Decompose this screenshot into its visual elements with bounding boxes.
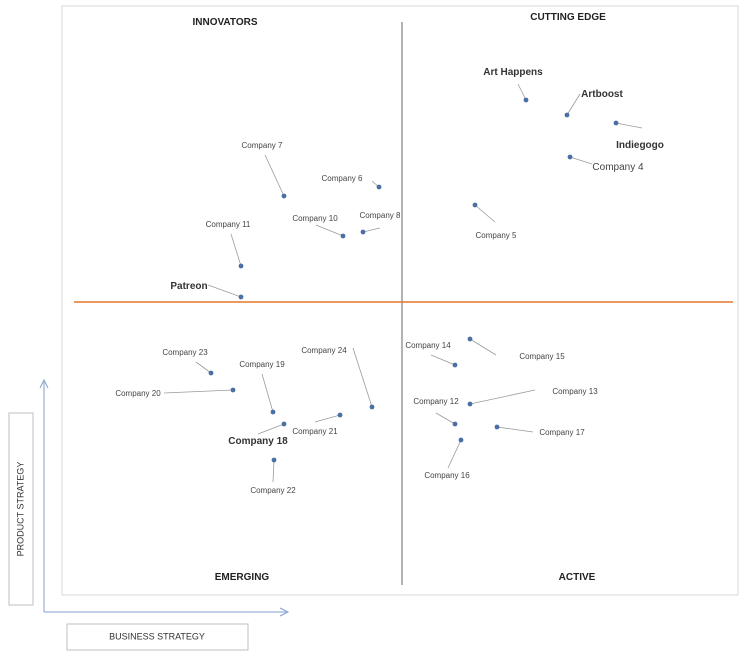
label-indiegogo: Indiegogo	[616, 140, 664, 151]
label-company-20: Company 20	[115, 389, 161, 398]
label-company-8: Company 8	[360, 211, 401, 220]
leader-line-company-19	[261, 373, 274, 413]
leader-line-company-22	[272, 459, 275, 483]
leader-line-company-24	[352, 347, 373, 408]
label-company-6: Company 6	[322, 174, 363, 183]
label-company-23: Company 23	[162, 348, 208, 357]
point-company-15	[467, 336, 473, 342]
x-axis-arrowhead	[279, 607, 290, 617]
label-company-13: Company 13	[552, 387, 598, 396]
y-axis-title: PRODUCT STRATEGY	[15, 462, 25, 557]
leader-line-patreon	[207, 284, 242, 298]
quadrant-label-cutting-edge: CUTTING EDGE	[530, 12, 606, 23]
leader-line-company-16	[447, 439, 462, 469]
leader-line-company-8	[362, 227, 381, 233]
leader-line-company-18	[257, 423, 285, 435]
label-company-21: Company 21	[292, 427, 338, 436]
label-company-11: Company 11	[206, 220, 251, 229]
point-company-20	[230, 387, 236, 393]
point-company-24	[369, 404, 375, 410]
leader-line-company-20	[163, 389, 234, 394]
x-axis-title: BUSINESS STRATEGY	[109, 631, 205, 641]
y-axis-title-box	[8, 412, 34, 606]
label-company-4: Company 4	[592, 162, 644, 173]
leader-line-company-23	[195, 361, 212, 374]
leader-line-company-17	[496, 426, 534, 433]
leader-line-company-5	[474, 204, 496, 223]
point-patreon	[238, 294, 244, 300]
label-artboost: Artboost	[581, 89, 623, 100]
label-company-14: Company 14	[405, 341, 451, 350]
label-company-15: Company 15	[519, 352, 565, 361]
leader-line-company-11	[230, 233, 242, 267]
leader-line-company-13	[469, 389, 536, 405]
leader-line-artboost	[566, 93, 581, 116]
plot-frame	[61, 5, 739, 596]
point-company-18	[281, 421, 287, 427]
quadrant-label-emerging: EMERGING	[215, 572, 270, 583]
leader-line-company-14	[430, 354, 456, 366]
point-company-13	[467, 401, 473, 407]
leader-line-company-4	[569, 156, 593, 165]
quadrant-label-active: ACTIVE	[559, 572, 596, 583]
point-company-7	[281, 193, 287, 199]
leader-line-company-7	[264, 154, 285, 197]
point-company-5	[472, 202, 478, 208]
y-axis-arrowhead	[39, 378, 49, 389]
point-artboost	[564, 112, 570, 118]
leader-line-company-15	[469, 338, 497, 356]
label-company-24: Company 24	[301, 346, 347, 355]
label-company-10: Company 10	[292, 214, 338, 223]
point-company-21	[337, 412, 343, 418]
label-company-12: Company 12	[413, 397, 459, 406]
axis-arrows	[39, 378, 290, 617]
leader-line-company-10	[315, 224, 344, 237]
point-indiegogo	[613, 120, 619, 126]
point-company-10	[340, 233, 346, 239]
point-company-14	[452, 362, 458, 368]
point-company-16	[458, 437, 464, 443]
label-patreon: Patreon	[170, 281, 207, 292]
point-company-17	[494, 424, 500, 430]
point-company-6	[376, 184, 382, 190]
point-company-22	[271, 457, 277, 463]
leader-line-company-12	[435, 412, 456, 425]
label-company-19: Company 19	[239, 360, 285, 369]
label-company-18: Company 18	[228, 436, 288, 447]
company-points: Art Happens Artboost Indiegogo Company 4 Com…	[115, 67, 664, 495]
leader-line-indiegogo	[615, 122, 643, 129]
point-company-11	[238, 263, 244, 269]
point-company-12	[452, 421, 458, 427]
label-art-happens: Art Happens	[483, 67, 543, 78]
point-company-19	[270, 409, 276, 415]
leader-line-art-happens	[517, 83, 527, 101]
label-company-7: Company 7	[242, 141, 283, 150]
label-company-22: Company 22	[250, 486, 296, 495]
label-company-17: Company 17	[539, 428, 585, 437]
quadrant-label-innovators: INNOVATORS	[192, 17, 257, 28]
label-company-16: Company 16	[424, 471, 470, 480]
point-company-8	[360, 229, 366, 235]
x-axis-title-box	[66, 623, 249, 651]
leader-line-company-21	[314, 414, 341, 423]
point-company-23	[208, 370, 214, 376]
label-company-5: Company 5	[476, 231, 517, 240]
point-art-happens	[523, 97, 529, 103]
point-company-4	[567, 154, 573, 160]
